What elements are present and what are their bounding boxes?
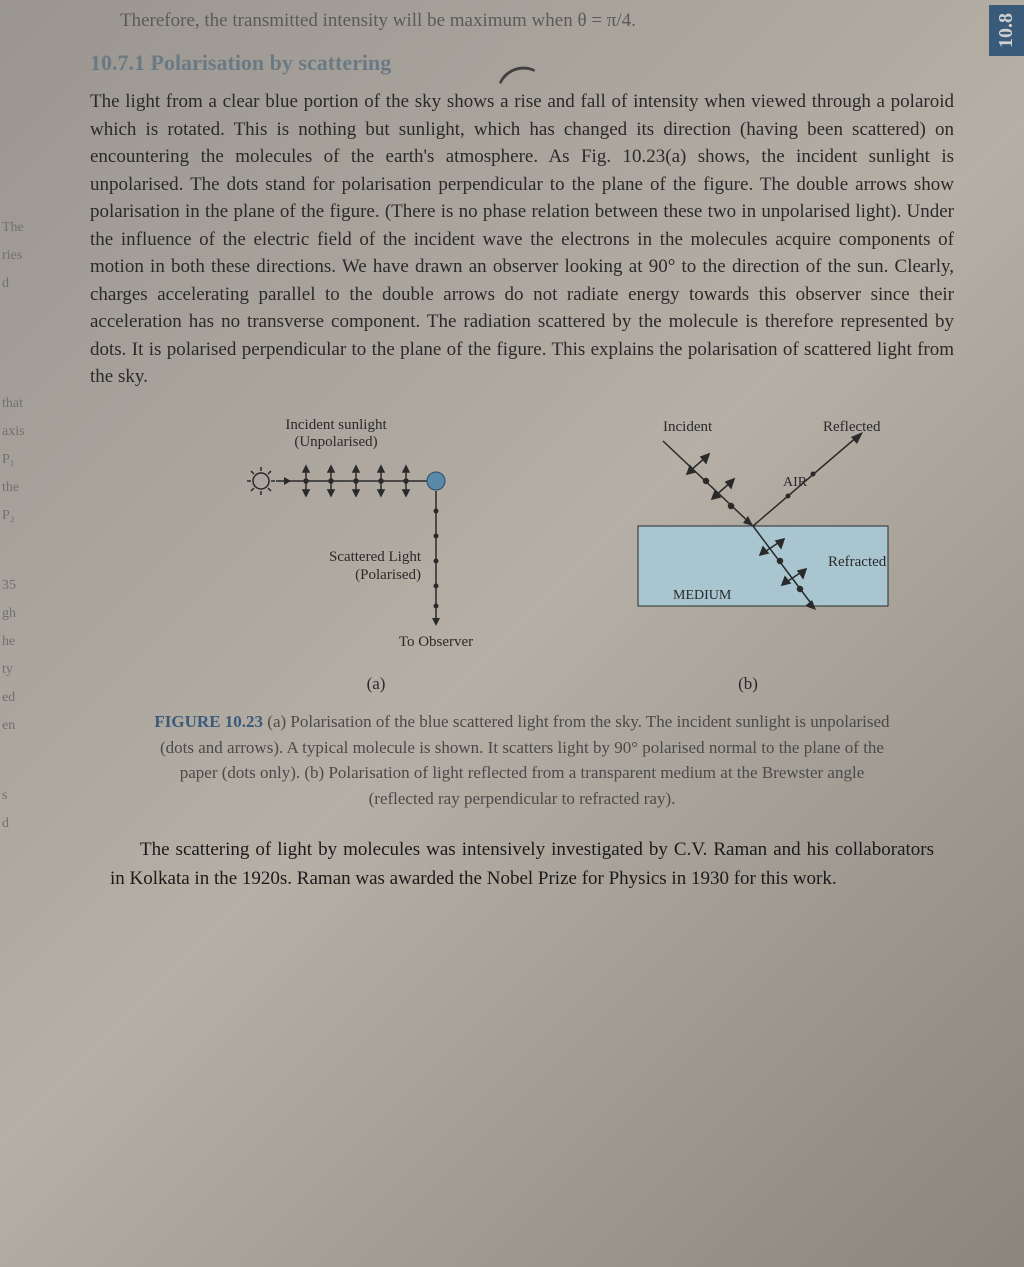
intro-line: Therefore, the transmitted intensity wil… (90, 10, 954, 32)
figure-a-svg: Incident sunlight (Unpolarised) Scattere… (236, 411, 516, 661)
closing-paragraph: The scattering of light by molecules was… (110, 836, 934, 893)
svg-text:MEDIUM: MEDIUM (673, 588, 732, 603)
figure-caption: FIGURE 10.23 (a) Polarisation of the blu… (150, 709, 894, 811)
svg-text:Incident: Incident (663, 419, 713, 435)
figure-a: Incident sunlight (Unpolarised) Scattere… (210, 411, 542, 694)
figures-container: Incident sunlight (Unpolarised) Scattere… (210, 411, 914, 694)
figure-caption-title: FIGURE 10.23 (154, 712, 263, 731)
figure-b: Incident Reflected AIR Refracted MEDIUM … (582, 411, 914, 694)
figure-b-label: (b) (582, 674, 914, 694)
figure-caption-text: (a) Polarisation of the blue scattered l… (160, 712, 890, 808)
svg-text:Refracted: Refracted (828, 554, 887, 570)
svg-text:To Observer: To Observer (399, 634, 473, 650)
svg-text:(Polarised): (Polarised) (355, 567, 421, 583)
body-paragraph: The light from a clear blue portion of t… (90, 88, 954, 391)
svg-text:AIR: AIR (783, 475, 808, 490)
figure-a-label: (a) (210, 674, 542, 694)
page-content: Therefore, the transmitted intensity wil… (0, 0, 1024, 923)
section-title: Polarisation by scattering (151, 50, 392, 75)
svg-text:Incident sunlight: Incident sunlight (285, 417, 387, 433)
figure-b-svg: Incident Reflected AIR Refracted MEDIUM (588, 411, 908, 661)
svg-text:(Unpolarised): (Unpolarised) (294, 434, 377, 450)
svg-text:Reflected: Reflected (823, 419, 881, 435)
svg-text:Scattered Light: Scattered Light (329, 549, 422, 565)
section-number: 10.7.1 (90, 50, 145, 75)
